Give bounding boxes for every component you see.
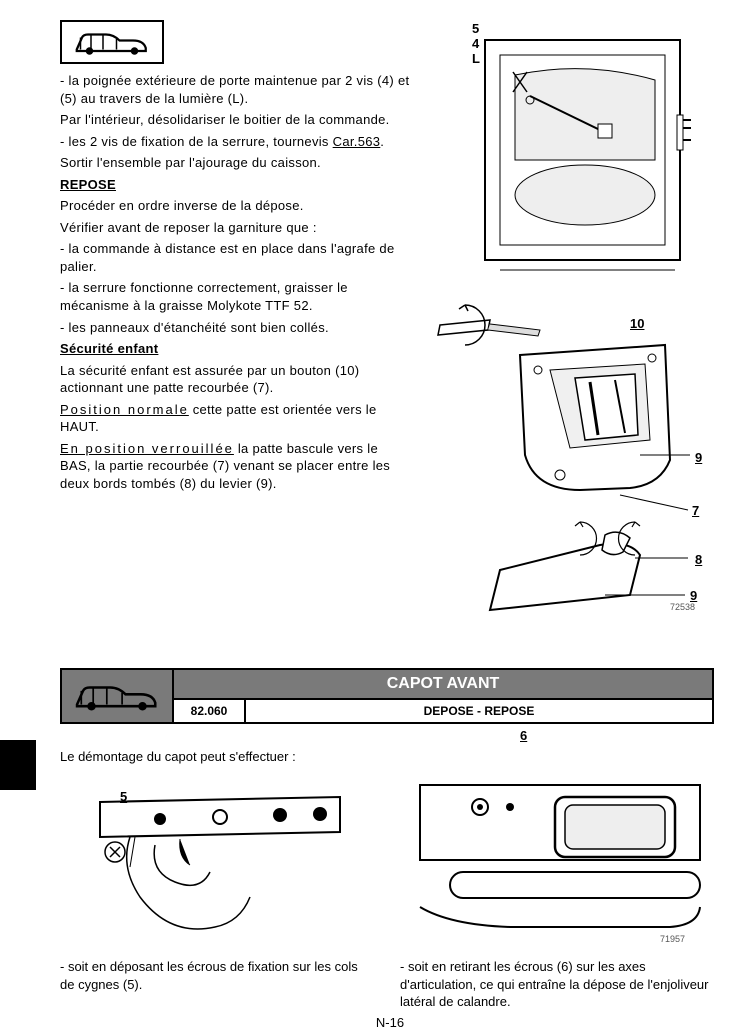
para-repose-2: Vérifier avant de reposer la garniture q… <box>60 219 410 237</box>
callout-9b: 9 <box>690 588 697 603</box>
section-banner: CAPOT AVANT 82.060 DEPOSE - REPOSE <box>60 668 714 724</box>
car-silhouette-icon-2 <box>69 679 165 713</box>
tool-ref: Car.563 <box>333 134 381 149</box>
para-repose-3: - la commande à distance est en place da… <box>60 240 410 275</box>
svg-text:71957: 71957 <box>660 934 685 944</box>
para-repose-4: - la serrure fonctionne correctement, gr… <box>60 279 410 314</box>
callout-6: 6 <box>520 728 527 743</box>
para-top-3: - les 2 vis de fixation de la serrure, t… <box>60 133 410 151</box>
callout-5: 5 <box>472 21 479 36</box>
hood-hinge-diagram <box>60 777 360 947</box>
car-silhouette-icon <box>69 27 155 57</box>
headlamp-diagram: 71957 <box>410 777 710 947</box>
para-repose-5: - les panneaux d'étanchéité sont bien co… <box>60 319 410 337</box>
callout-4: 4 <box>472 36 479 51</box>
banner-car-icon <box>62 670 174 722</box>
heading-securite: Sécurité enfant <box>60 340 410 358</box>
callout-8: 8 <box>695 552 702 567</box>
para-repose-1: Procéder en ordre inverse de la dépose. <box>60 197 410 215</box>
side-tab <box>0 740 36 790</box>
para-top-1: - la poignée extérieure de porte mainten… <box>60 72 410 107</box>
para-sec-3: En position verrouillée la patte bascule… <box>60 440 410 493</box>
pos-normale-label: Position normale <box>60 402 189 417</box>
heading-repose: REPOSE <box>60 176 410 194</box>
page-number: N-16 <box>60 1015 720 1030</box>
para-sec-1: La sécurité enfant est assurée par un bo… <box>60 362 410 397</box>
callout-L: L <box>472 51 480 66</box>
para-top-4: Sortir l'ensemble par l'ajourage du cais… <box>60 154 410 172</box>
page: - la poignée extérieure de porte mainten… <box>0 0 745 1025</box>
bottom-intro: Le démontage du capot peut s'effectuer : <box>60 749 720 764</box>
callout-9a: 9 <box>695 450 702 465</box>
svg-text:72538: 72538 <box>670 602 695 612</box>
pos-verrouille-label: En position verrouillée <box>60 441 234 456</box>
text-column-left: - la poignée extérieure de porte mainten… <box>60 72 410 492</box>
bottom-right-text: - soit en retirant les écrous (6) sur le… <box>400 958 710 1011</box>
car-icon-box-top <box>60 20 164 64</box>
callout-7: 7 <box>692 503 699 518</box>
bottom-section: Le démontage du capot peut s'effectuer :… <box>60 736 720 1030</box>
para-top-2: Par l'intérieur, désolidariser le boitie… <box>60 111 410 129</box>
para-sec-2: Position normale cette patte est orienté… <box>60 401 410 436</box>
callout-5b: 5 <box>120 789 127 804</box>
bottom-left-text: - soit en déposant les écrous de fixatio… <box>60 958 370 993</box>
callout-10: 10 <box>630 316 644 331</box>
banner-code: 82.060 <box>174 700 246 722</box>
lock-mechanism-diagram: 72538 <box>430 300 720 630</box>
banner-title: CAPOT AVANT <box>174 670 712 700</box>
banner-subtitle: DEPOSE - REPOSE <box>246 700 712 722</box>
door-panel-diagram <box>455 20 715 280</box>
para-top-3a: - les 2 vis de fixation de la serrure, t… <box>60 134 333 149</box>
